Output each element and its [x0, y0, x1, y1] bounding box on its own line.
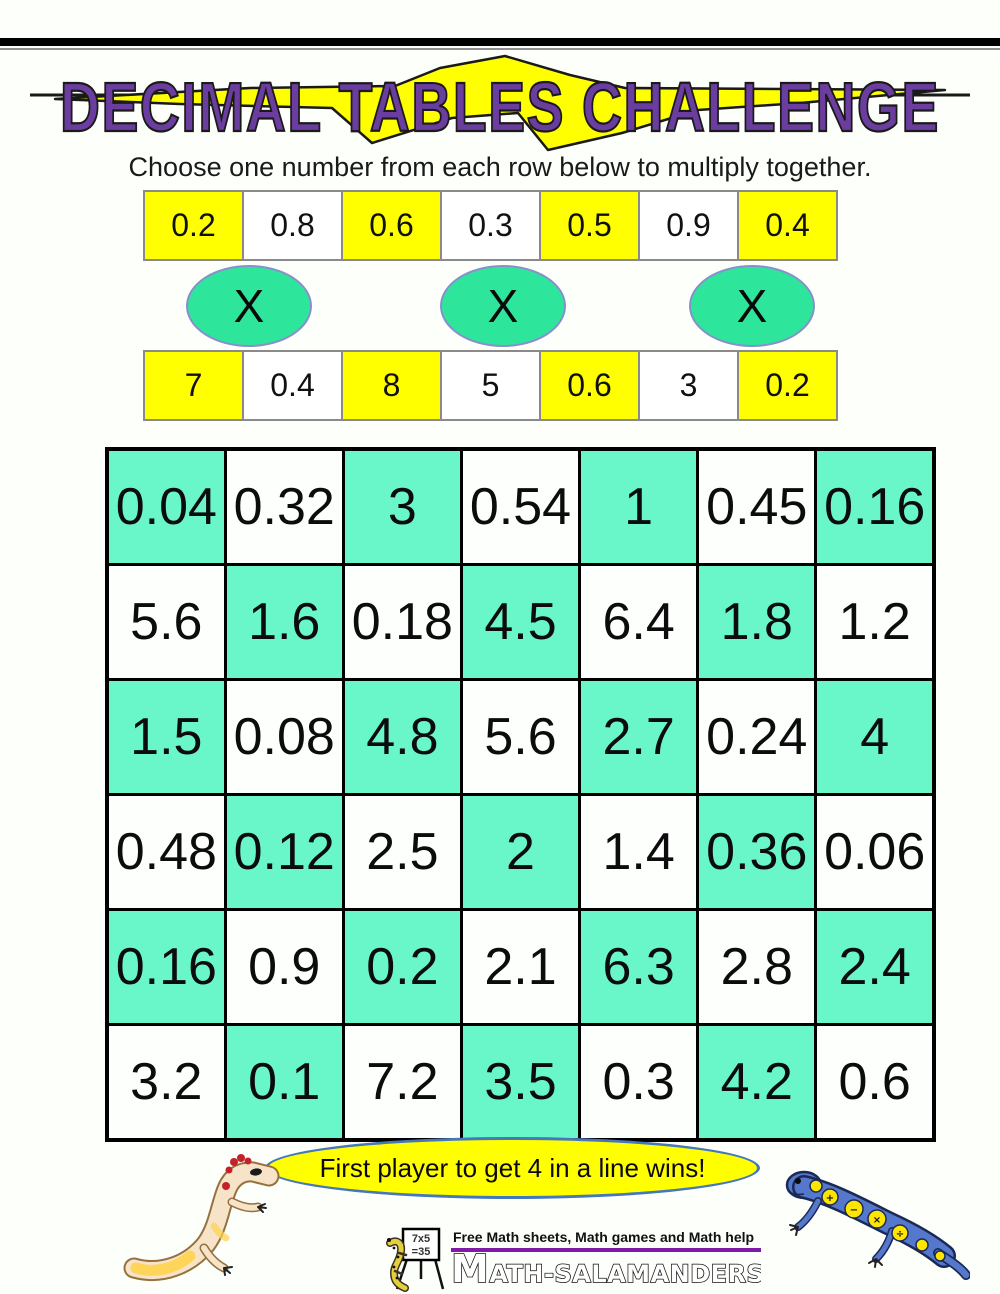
grid-cell: 2.5: [341, 793, 463, 911]
factor-cell: 0.2: [143, 190, 244, 261]
factor-cell: 0.4: [242, 350, 343, 421]
factor-cell: 0.6: [341, 190, 442, 261]
page-title: DECIMAL TABLES CHALLENGE: [60, 68, 940, 146]
left-salamander-illustration: [123, 1154, 280, 1281]
grid-cell: 0.48: [105, 793, 227, 911]
instruction-text: Choose one number from each row below to…: [128, 152, 872, 182]
right-salamander-illustration: + − × ÷: [785, 1170, 970, 1280]
grid-cell: 0.45: [696, 447, 818, 566]
grid-cell: 0.1: [223, 1023, 345, 1142]
grid-cell: 0.16: [105, 908, 227, 1026]
top-horizontal-rule-thin: [0, 48, 1000, 50]
multiply-x-label: X: [736, 280, 768, 332]
grid-row: 1.5 0.08 4.8 5.6 2.7 0.24 4: [105, 678, 936, 796]
factor-cell: 5: [440, 350, 541, 421]
grid-row: 0.48 0.12 2.5 2 1.4 0.36 0.06: [105, 793, 936, 911]
factor-cell: 0.2: [737, 350, 838, 421]
grid-cell: 0.32: [223, 447, 345, 566]
grid-cell: 0.24: [696, 678, 818, 796]
svg-text:×: ×: [873, 1215, 881, 1226]
grid-cell: 2: [459, 793, 582, 911]
grid-cell: 4.5: [459, 563, 582, 681]
grid-cell: 3.2: [105, 1023, 227, 1142]
grid-cell: 0.36: [696, 793, 818, 911]
grid-cell: 6.3: [578, 908, 700, 1026]
multiply-x-label: X: [233, 280, 265, 332]
title-banner: DECIMAL TABLES CHALLENGE: [30, 54, 970, 152]
svg-text:+: +: [826, 1193, 834, 1204]
factor-cell: 0.6: [539, 350, 640, 421]
grid-cell: 0.2: [341, 908, 463, 1026]
grid-row: 5.6 1.6 0.18 4.5 6.4 1.8 1.2: [105, 563, 936, 681]
grid-row: 0.04 0.32 3 0.54 1 0.45 0.16: [105, 447, 936, 566]
grid-cell: 1.4: [578, 793, 700, 911]
grid-cell: 1.2: [814, 563, 936, 681]
grid-cell: 4: [814, 678, 936, 796]
factor-row-bottom: 7 0.4 8 5 0.6 3 0.2: [143, 350, 838, 421]
factor-cell: 8: [341, 350, 442, 421]
grid-cell: 5.6: [105, 563, 227, 681]
grid-cell: 1.6: [223, 563, 345, 681]
grid-cell: 1: [578, 447, 700, 566]
grid-row: 3.2 0.1 7.2 3.5 0.3 4.2 0.6: [105, 1023, 936, 1142]
svg-text:=35: =35: [412, 1246, 431, 1258]
factor-cell: 0.9: [638, 190, 739, 261]
grid-cell: 1.5: [105, 678, 227, 796]
multiply-x-label: X: [487, 280, 519, 332]
factor-cell: 0.5: [539, 190, 640, 261]
logo-underline: [451, 1248, 761, 1252]
grid-cell: 0.18: [341, 563, 463, 681]
grid-cell: 0.9: [223, 908, 345, 1026]
win-message-oval: First player to get 4 in a line wins!: [265, 1137, 760, 1199]
grid-cell: 0.6: [814, 1023, 936, 1142]
grid-cell: 3.5: [459, 1023, 582, 1142]
grid-cell: 2.4: [814, 908, 936, 1026]
factor-cell: 0.4: [737, 190, 838, 261]
grid-cell: 6.4: [578, 563, 700, 681]
top-horizontal-rule: [0, 38, 1000, 46]
svg-text:−: −: [850, 1205, 858, 1216]
multiply-oval: X: [689, 265, 815, 347]
grid-row: 0.16 0.9 0.2 2.1 6.3 2.8 2.4: [105, 908, 936, 1026]
svg-text:MATH-SALAMANDERS.COM: MATH-SALAMANDERS.COM: [451, 1253, 761, 1289]
grid-cell: 0.54: [459, 447, 582, 566]
grid-cell: 0.08: [223, 678, 345, 796]
factor-cell: 3: [638, 350, 739, 421]
logo-site-text: MATH-SALAMANDERS.COM: [451, 1253, 761, 1289]
factor-cell: 0.3: [440, 190, 541, 261]
grid-cell: 2.8: [696, 908, 818, 1026]
grid-cell: 0.3: [578, 1023, 700, 1142]
svg-text:7x5: 7x5: [412, 1233, 430, 1245]
site-logo: 7x5 =35 Free Math sheets, Math games and…: [383, 1227, 761, 1293]
grid-cell: 4.8: [341, 678, 463, 796]
grid-cell: 5.6: [459, 678, 582, 796]
factor-cell: 7: [143, 350, 244, 421]
logo-salamander-board-icon: 7x5 =35: [386, 1227, 445, 1292]
grid-cell: 2.7: [578, 678, 700, 796]
grid-cell: 1.8: [696, 563, 818, 681]
win-message-text: First player to get 4 in a line wins!: [319, 1152, 706, 1183]
svg-text:÷: ÷: [896, 1229, 904, 1240]
grid-cell: 0.12: [223, 793, 345, 911]
grid-cell: 0.04: [105, 447, 227, 566]
grid-cell: 2.1: [459, 908, 582, 1026]
factor-cell: 0.8: [242, 190, 343, 261]
grid-cell: 7.2: [341, 1023, 463, 1142]
multiply-oval: X: [186, 265, 312, 347]
grid-cell: 0.06: [814, 793, 936, 911]
product-grid: 0.04 0.32 3 0.54 1 0.45 0.16 5.6 1.6 0.18 4.5 6.4 1.…: [105, 447, 936, 1142]
grid-cell: 3: [341, 447, 463, 566]
logo-tagline: Free Math sheets, Math games and Math he…: [453, 1229, 755, 1245]
factor-row-top: 0.2 0.8 0.6 0.3 0.5 0.9 0.4: [143, 190, 838, 261]
grid-cell: 0.16: [814, 447, 936, 566]
banner-star-shape: [53, 54, 947, 152]
multiply-oval: X: [440, 265, 566, 347]
grid-cell: 4.2: [696, 1023, 818, 1142]
